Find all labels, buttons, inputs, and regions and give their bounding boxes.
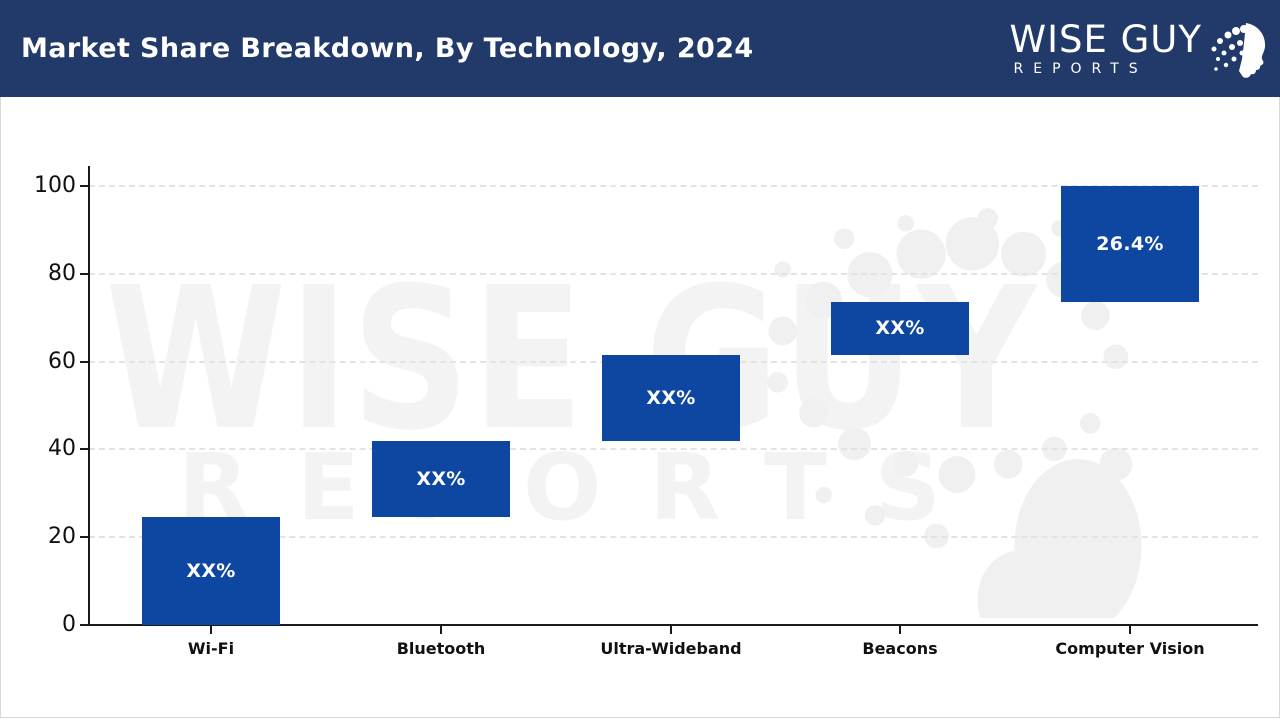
y-tick-label: 60 — [48, 348, 76, 374]
y-tick-label: 0 — [62, 612, 76, 637]
y-tick-label: 40 — [48, 436, 76, 462]
x-category-label: Wi-Fi — [187, 639, 235, 658]
y-tick-label: 100 — [34, 173, 76, 198]
y-gridline — [89, 185, 1258, 187]
y-tick — [80, 272, 88, 275]
bar-value-label: 26.4% — [1096, 232, 1164, 255]
y-tick — [80, 185, 88, 187]
x-category-label: Beacons — [862, 639, 938, 658]
y-gridline — [89, 448, 1258, 451]
y-axis-line — [88, 166, 90, 626]
x-axis-line — [88, 624, 1258, 626]
x-category-label: Computer Vision — [1055, 639, 1205, 658]
x-category-label: Ultra-Wideband — [600, 639, 742, 658]
x-category-label: Bluetooth — [396, 639, 486, 658]
bar: XX% — [602, 354, 740, 442]
y-tick — [80, 360, 88, 363]
page-title: Market Share Breakdown, By Technology, 2… — [21, 33, 754, 64]
logo-wordmark: WISE GUY — [1009, 18, 1202, 62]
bar-value-label: XX% — [186, 559, 236, 582]
wise-guy-logo: WISE GUY REPORTS — [1010, 8, 1266, 90]
bar-value-label: XX% — [875, 317, 925, 340]
bar-value-label: XX% — [646, 387, 696, 410]
y-tick — [80, 448, 88, 451]
header: Market Share Breakdown, By Technology, 2… — [0, 0, 1280, 97]
x-tick — [440, 626, 442, 634]
x-tick — [670, 626, 672, 634]
y-gridline — [89, 272, 1258, 275]
x-tick — [899, 626, 901, 634]
logo-text: WISE GUY REPORTS — [1009, 18, 1202, 77]
bar: XX% — [372, 441, 510, 517]
bar: XX% — [142, 517, 280, 625]
dotted-head-icon — [1211, 23, 1266, 78]
y-tick-label: 20 — [48, 524, 76, 550]
y-tick — [80, 536, 88, 539]
x-tick — [1129, 626, 1131, 634]
y-tick-label: 80 — [48, 260, 76, 286]
y-tick — [80, 624, 88, 626]
x-tick — [210, 626, 212, 634]
bar-value-label: XX% — [416, 468, 466, 491]
bar: 26.4% — [1061, 186, 1199, 302]
logo-subtitle: REPORTS — [1013, 60, 1148, 77]
bar: XX% — [831, 301, 969, 355]
y-gridline — [89, 536, 1258, 539]
